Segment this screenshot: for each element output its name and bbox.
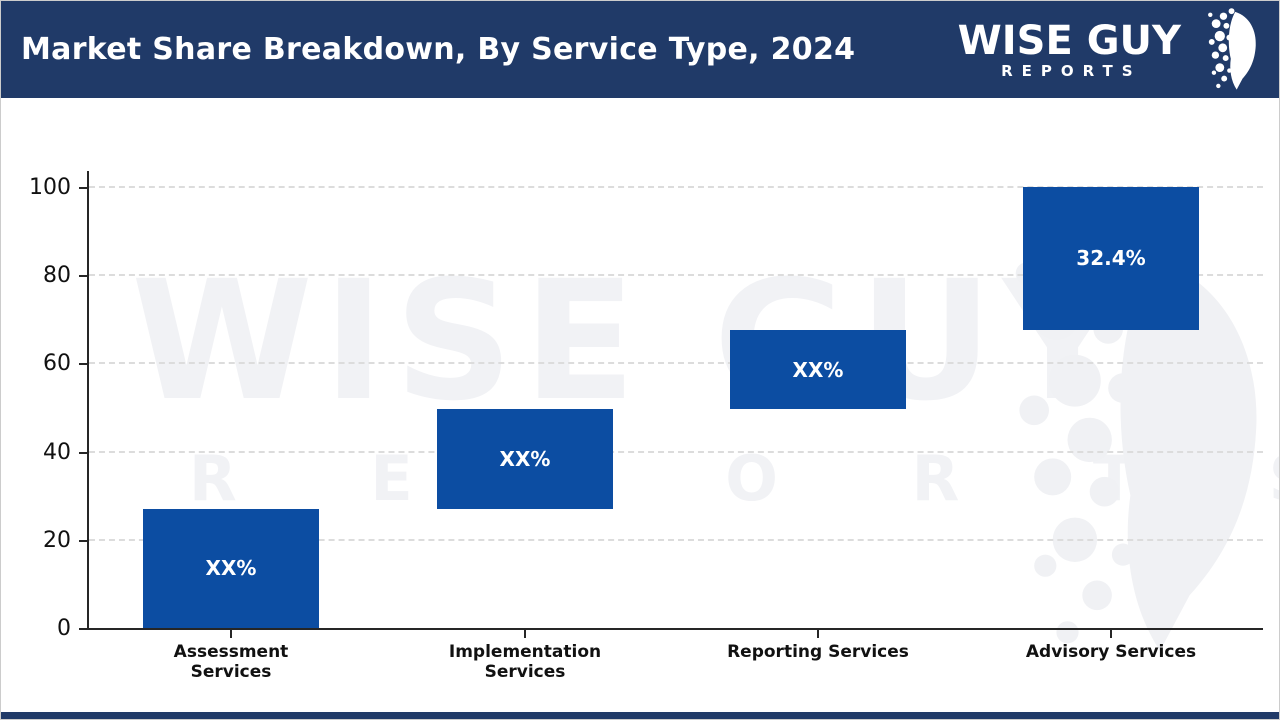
y-tick-label-0: 0 (57, 616, 71, 641)
category-label-implementation-services: Implementation Services (448, 642, 602, 683)
gridline-40 (89, 450, 1263, 453)
gridline-80 (89, 274, 1263, 277)
x-tick-implementation-services (524, 630, 526, 638)
bar-value-label-implementation-services: XX% (499, 447, 551, 472)
bar-value-label-reporting-services: XX% (792, 357, 844, 382)
x-tick-assessment-services (230, 630, 232, 638)
y-tick-20 (79, 539, 87, 542)
bar-reporting-services: XX% (730, 329, 906, 410)
bar-value-label-assessment-services: XX% (205, 556, 257, 581)
gridline-60 (89, 362, 1263, 365)
x-tick-advisory-services (1110, 630, 1112, 638)
y-tick-60 (79, 363, 87, 366)
bar-value-label-advisory-services: 32.4% (1076, 246, 1146, 271)
page-title: Market Share Breakdown, By Service Type,… (21, 32, 856, 67)
y-tick-0 (79, 628, 87, 630)
bar-assessment-services: XX% (143, 508, 319, 628)
logo-head-icon (1208, 7, 1256, 90)
bar-implementation-services: XX% (437, 409, 613, 509)
y-axis-line (87, 171, 89, 630)
x-axis-line (87, 628, 1263, 630)
logo-text: WISE GUY REPORTS (958, 21, 1181, 79)
x-tick-reporting-services (817, 630, 819, 638)
y-tick-label-40: 40 (43, 439, 71, 465)
category-label-reporting-services: Reporting Services (727, 642, 909, 662)
y-tick-100 (79, 187, 87, 189)
y-tick-80 (79, 275, 87, 278)
gridline-100 (89, 186, 1263, 188)
category-label-advisory-services: Advisory Services (1025, 642, 1197, 662)
watermark-wordmark: WISE GUY (131, 245, 1133, 437)
y-tick-label-80: 80 (43, 263, 71, 289)
wise-guy-logo: WISE GUY REPORTS (958, 6, 1261, 94)
category-label-assessment-services: Assessment Services (173, 642, 289, 683)
y-tick-label-20: 20 (43, 527, 71, 553)
y-tick-label-100: 100 (29, 175, 71, 200)
logo-wordmark: WISE GUY (957, 17, 1181, 64)
header: Market Share Breakdown, By Service Type,… (1, 1, 1279, 98)
footer-bar (1, 712, 1279, 719)
logo-subtext: REPORTS (1001, 61, 1142, 80)
gridline-20 (89, 538, 1263, 541)
y-tick-40 (79, 451, 87, 454)
bar-advisory-services: 32.4% (1023, 187, 1199, 330)
y-tick-label-60: 60 (43, 351, 71, 377)
